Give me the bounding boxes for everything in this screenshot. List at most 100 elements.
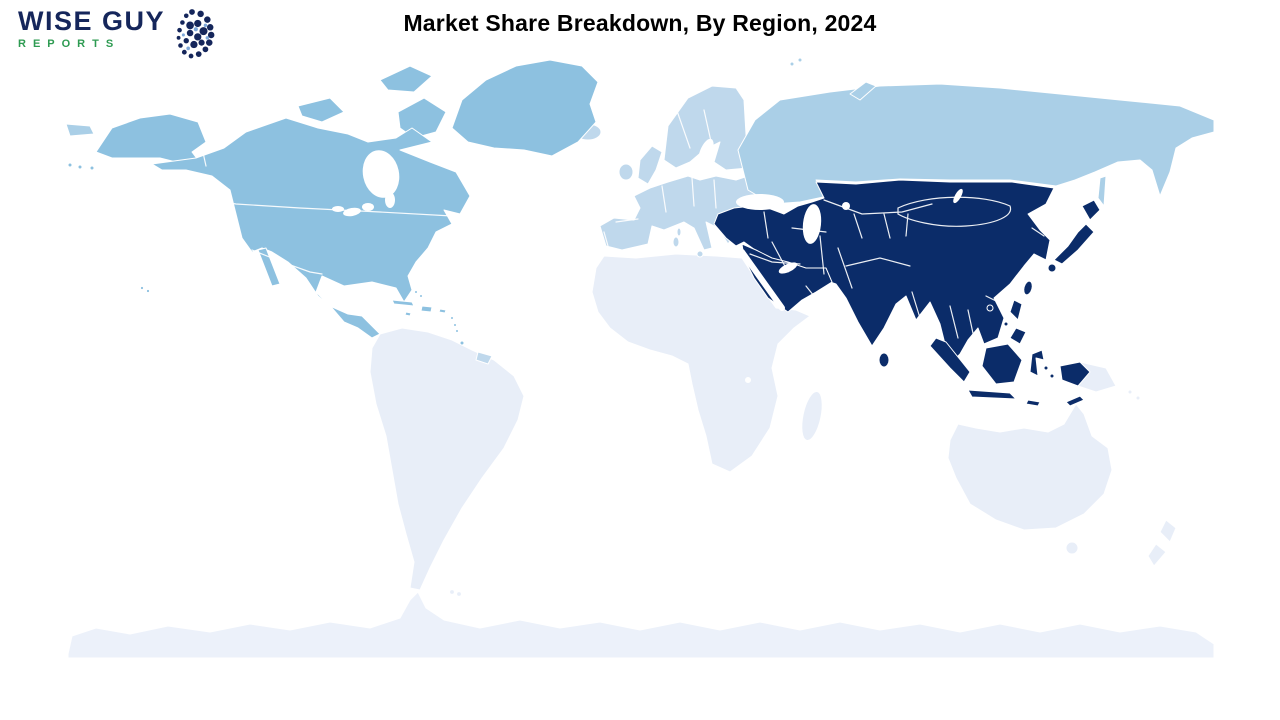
island-sardinia (672, 236, 680, 248)
region-greenland (451, 59, 599, 157)
country-borders (189, 107, 1045, 339)
border-myanmar-thailand (949, 305, 959, 339)
caspian-sea (802, 204, 822, 244)
border-poland-ukraine (713, 179, 717, 209)
region-ellesmere-island (379, 65, 433, 93)
border-spain-france (615, 218, 639, 223)
island-svalbard (789, 61, 795, 67)
island-falkland (456, 591, 462, 597)
border-oman-yemen (805, 285, 815, 297)
border-france-germany (661, 185, 667, 213)
border-portugal-spain (603, 231, 609, 247)
island-moluccas (1043, 365, 1049, 371)
region-java (967, 389, 1017, 400)
border-china-vietnam (985, 295, 1003, 305)
border-mongolia (897, 196, 1012, 227)
region-south-america (369, 327, 525, 591)
region-french-guiana (475, 351, 493, 365)
water-overlays (332, 138, 963, 383)
region-sulawesi (1029, 349, 1045, 377)
island-hispaniola (420, 305, 433, 313)
island-aleutian (67, 162, 73, 168)
region-baja-california (257, 247, 281, 287)
island-tasmania (1065, 541, 1079, 555)
island-hawaii (145, 288, 151, 294)
region-victoria-island (297, 97, 345, 123)
region-sumatra (929, 337, 971, 383)
region-australia (947, 403, 1113, 531)
island-cuba (391, 299, 415, 307)
border-us-mexico (251, 249, 323, 275)
island-jamaica (404, 311, 412, 317)
island-hainan (986, 304, 994, 312)
logo-wordmark: WISE GUY (18, 6, 166, 36)
island-nusa-tenggara (1025, 399, 1041, 407)
region-philippines-luzon (1009, 299, 1023, 321)
region-new-zealand-north (1159, 519, 1177, 543)
island-puerto-rico (438, 308, 447, 314)
chart-title: Market Share Breakdown, By Region, 2024 (403, 10, 877, 36)
black-sea (736, 194, 784, 210)
border-alaska-canada (201, 147, 207, 167)
region-scandinavia (663, 85, 749, 171)
border-india-myanmar (911, 291, 921, 319)
head-dots-light (181, 23, 210, 51)
island-aleutian (77, 164, 83, 170)
region-baffin-island (397, 97, 447, 139)
border-iran-pakistan (819, 235, 825, 275)
border-central-asia (883, 213, 891, 239)
region-group-neutral (369, 253, 1177, 597)
island-novaya-zemlya (849, 81, 877, 101)
island-antilles (455, 329, 459, 333)
island-sicily (696, 250, 704, 258)
region-antarctica (67, 591, 1215, 659)
island-trinidad (459, 340, 465, 346)
great-lake (362, 203, 374, 211)
border-india-pakistan (837, 247, 853, 289)
border-sweden-finland (703, 109, 713, 147)
region-group-north-america (67, 59, 599, 346)
border-central-asia (853, 213, 863, 239)
island-solomon (1135, 395, 1141, 401)
region-united-kingdom (637, 145, 663, 185)
region-north-america-mainland (151, 117, 471, 339)
region-borneo (981, 343, 1023, 385)
logo-text: WISE GUY REPORTS (18, 8, 165, 50)
island-corsica (676, 227, 682, 237)
region-ireland (618, 163, 634, 181)
border-china-india (845, 257, 911, 267)
region-chukotka-wrap (65, 123, 95, 137)
island-bahamas (414, 290, 418, 294)
region-new-zealand-south (1147, 543, 1167, 567)
region-alaska (95, 113, 207, 169)
island-antilles (450, 316, 454, 320)
red-sea (739, 249, 785, 311)
border-iraq-iran (771, 241, 789, 273)
island-hawaii (139, 285, 145, 291)
border-iran-north (791, 227, 827, 233)
border-norway-sweden (675, 107, 691, 149)
region-japan-honshu (1053, 223, 1095, 265)
border-turkey-east (763, 211, 769, 239)
border-thailand-laos (967, 309, 975, 339)
border-china-korea (1031, 227, 1045, 237)
persian-gulf (778, 262, 798, 274)
region-philippines-mindanao (1009, 327, 1027, 345)
island-falkland (449, 589, 455, 595)
island-philippines (1003, 321, 1009, 327)
wise-guy-reports-logo: WISE GUY REPORTS (18, 8, 215, 62)
island-timor (1065, 395, 1085, 407)
island-antilles (453, 323, 457, 327)
region-group-antarctica (67, 591, 1215, 659)
island-solomon (1127, 389, 1133, 395)
head-dots-navy (176, 9, 215, 59)
region-japan-kyushu (1047, 263, 1057, 273)
region-sri-lanka (878, 352, 890, 368)
border-central-asia (905, 213, 909, 237)
region-arabian-peninsula (741, 243, 833, 313)
border-kazakhstan-south (823, 199, 933, 215)
border-us-canada (189, 195, 453, 217)
logo-subtitle: REPORTS (18, 38, 121, 50)
border-germany-poland (691, 177, 695, 207)
